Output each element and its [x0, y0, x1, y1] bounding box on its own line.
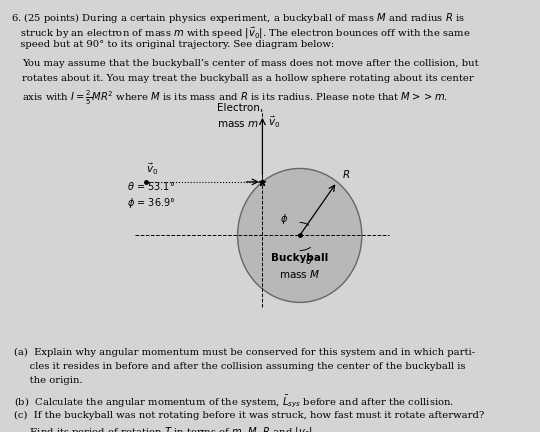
Text: $\phi$ = 36.9°: $\phi$ = 36.9° — [127, 196, 176, 210]
Text: $R$: $R$ — [342, 168, 350, 180]
Text: mass $m$: mass $m$ — [217, 119, 259, 129]
Text: (b)  Calculate the angular momentum of the system, $\bar{L}_{sys}$ before and af: (b) Calculate the angular momentum of th… — [14, 394, 454, 410]
Text: (a)  Explain why angular momentum must be conserved for this system and in which: (a) Explain why angular momentum must be… — [14, 348, 475, 357]
Text: rotates about it. You may treat the buckyball as a hollow sphere rotating about : rotates about it. You may treat the buck… — [22, 74, 474, 83]
Text: (c)  If the buckyball was not rotating before it was struck, how fast must it ro: (c) If the buckyball was not rotating be… — [14, 410, 484, 419]
Text: $\theta$: $\theta$ — [305, 254, 313, 266]
Text: the origin.: the origin. — [14, 376, 82, 385]
Text: Find its period of rotation $T$ in terms of $m$, $M$, $R$ and $|v_0|$.: Find its period of rotation $T$ in terms… — [14, 425, 316, 432]
Text: You may assume that the buckyball’s center of mass does not move after the colli: You may assume that the buckyball’s cent… — [22, 59, 478, 68]
Text: Buckyball: Buckyball — [271, 253, 328, 263]
Text: $\theta$ = 53.1°: $\theta$ = 53.1° — [127, 180, 175, 192]
Text: axis with $I = \frac{2}{5}MR^2$ where $M$ is its mass and $R$ is its radius. Ple: axis with $I = \frac{2}{5}MR^2$ where $M… — [22, 89, 448, 107]
Text: $\vec{v}_0$: $\vec{v}_0$ — [146, 162, 158, 177]
Text: 6. (25 points) During a certain physics experiment, a buckyball of mass $M$ and : 6. (25 points) During a certain physics … — [11, 11, 465, 25]
Text: mass $M$: mass $M$ — [279, 268, 320, 280]
Ellipse shape — [238, 168, 362, 302]
Text: Electron,: Electron, — [217, 103, 263, 113]
Text: speed but at 90° to its original trajectory. See diagram below:: speed but at 90° to its original traject… — [11, 40, 334, 49]
Text: $\phi$: $\phi$ — [280, 212, 288, 226]
Text: cles it resides in before and after the collision assuming the center of the buc: cles it resides in before and after the … — [14, 362, 465, 371]
Text: $\vec{v}_0$: $\vec{v}_0$ — [268, 115, 280, 130]
Text: struck by an electron of mass $m$ with speed $|\vec{v}_0|$. The electron bounces: struck by an electron of mass $m$ with s… — [11, 25, 470, 41]
